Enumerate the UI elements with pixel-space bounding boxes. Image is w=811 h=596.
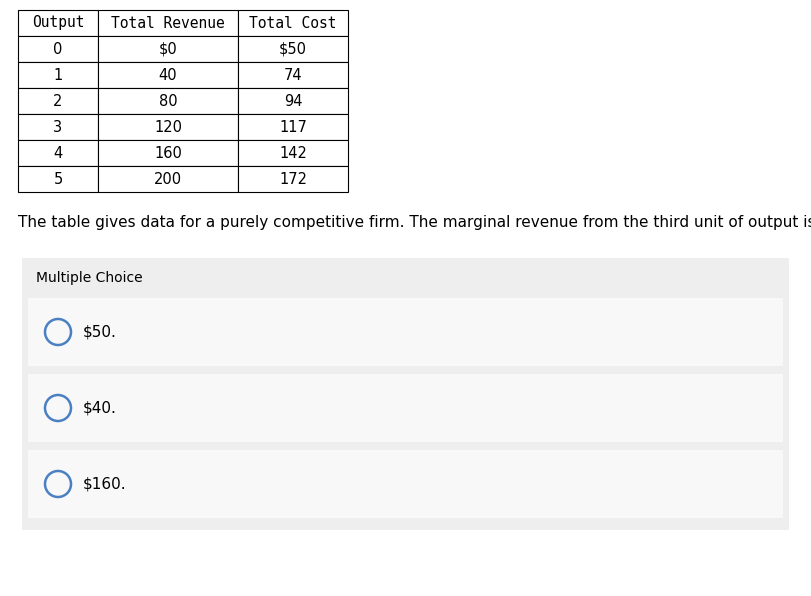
- Bar: [18, 114, 98, 140]
- Bar: [238, 10, 348, 36]
- Text: $50: $50: [279, 42, 307, 57]
- Text: 160: 160: [154, 145, 182, 160]
- Text: 2: 2: [54, 94, 62, 108]
- Bar: [98, 166, 238, 192]
- Text: 120: 120: [154, 120, 182, 135]
- Bar: [98, 10, 238, 36]
- Text: 117: 117: [279, 120, 307, 135]
- Bar: [18, 36, 98, 62]
- Text: Total Cost: Total Cost: [249, 15, 337, 30]
- Text: $0: $0: [159, 42, 178, 57]
- Text: $40.: $40.: [83, 401, 117, 415]
- Bar: [238, 140, 348, 166]
- Bar: [18, 166, 98, 192]
- Text: The table gives data for a purely competitive firm. The marginal revenue from th: The table gives data for a purely compet…: [18, 215, 811, 230]
- Bar: [238, 36, 348, 62]
- Text: 142: 142: [279, 145, 307, 160]
- Bar: [238, 88, 348, 114]
- Text: 80: 80: [159, 94, 178, 108]
- Text: 74: 74: [284, 67, 303, 82]
- Bar: [18, 88, 98, 114]
- Text: 3: 3: [54, 120, 62, 135]
- Text: Output: Output: [32, 15, 84, 30]
- Text: 94: 94: [284, 94, 303, 108]
- Bar: [98, 114, 238, 140]
- Text: Total Revenue: Total Revenue: [111, 15, 225, 30]
- Text: 200: 200: [154, 172, 182, 187]
- Bar: [28, 450, 783, 518]
- Bar: [18, 10, 98, 36]
- Text: Multiple Choice: Multiple Choice: [36, 271, 143, 285]
- Bar: [18, 140, 98, 166]
- Text: 0: 0: [54, 42, 62, 57]
- Bar: [238, 166, 348, 192]
- Bar: [28, 298, 783, 366]
- Text: 40: 40: [159, 67, 178, 82]
- Text: 5: 5: [54, 172, 62, 187]
- Text: $160.: $160.: [83, 476, 127, 492]
- Text: 4: 4: [54, 145, 62, 160]
- Bar: [28, 374, 783, 442]
- Bar: [98, 88, 238, 114]
- Text: $50.: $50.: [83, 324, 117, 340]
- Bar: [98, 140, 238, 166]
- Bar: [98, 62, 238, 88]
- Bar: [18, 62, 98, 88]
- Bar: [238, 62, 348, 88]
- Bar: [22, 258, 789, 530]
- Bar: [238, 114, 348, 140]
- Text: 1: 1: [54, 67, 62, 82]
- Text: 172: 172: [279, 172, 307, 187]
- Bar: [98, 36, 238, 62]
